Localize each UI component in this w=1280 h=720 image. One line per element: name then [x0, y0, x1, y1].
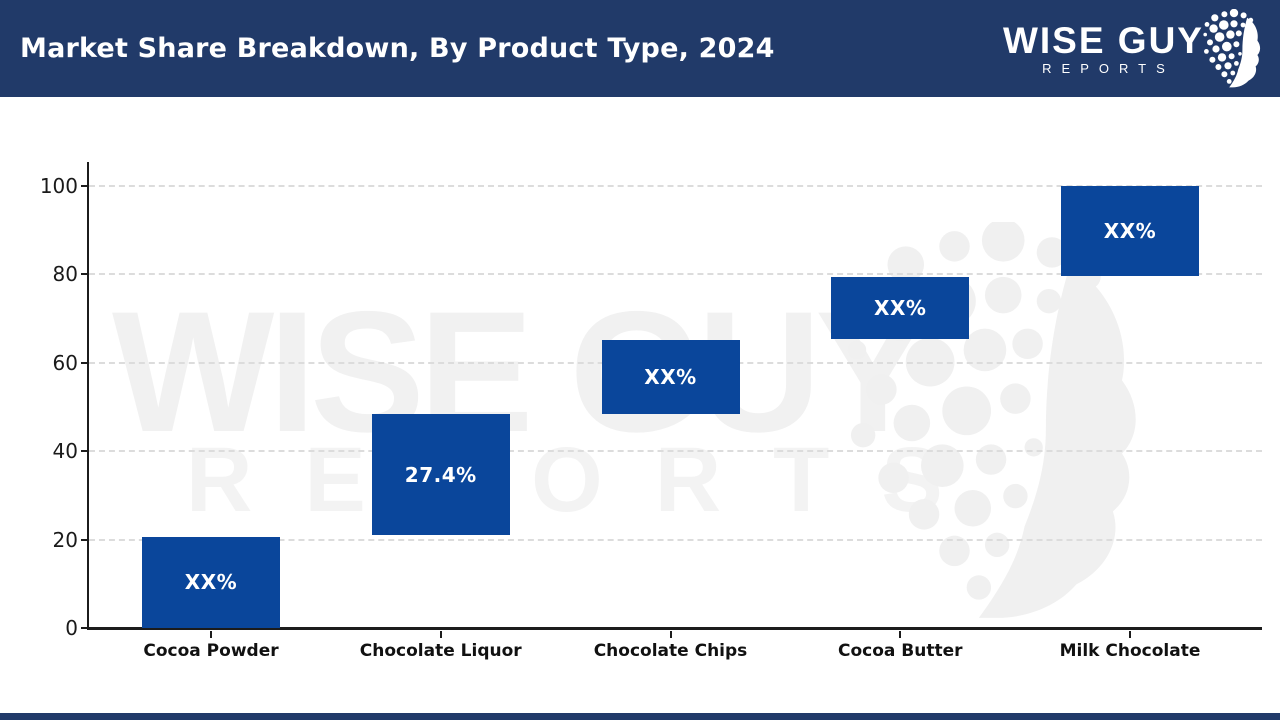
bar-value-label: XX% — [644, 364, 697, 389]
x-category-label: Cocoa Powder — [143, 641, 279, 661]
bar: XX% — [601, 339, 740, 415]
bar: XX% — [831, 277, 970, 339]
watermark-brand-subtext: REPORTS — [186, 429, 995, 531]
gridline — [89, 273, 1262, 276]
y-tick-label: 80 — [52, 262, 78, 287]
x-axis — [87, 627, 1262, 630]
y-tick-label: 100 — [39, 174, 78, 198]
brand-logo: WISE GUY REPORTS — [1003, 8, 1264, 89]
x-category-label: Chocolate Liquor — [359, 641, 522, 661]
bar-value-label: 27.4% — [404, 462, 477, 487]
gridline — [89, 185, 1262, 187]
y-axis-tick — [81, 627, 89, 629]
gridline — [89, 538, 1262, 541]
brand-logo-text: WISE GUY REPORTS — [1003, 22, 1204, 75]
bar: 27.4% — [371, 414, 510, 536]
header-bar: Market Share Breakdown, By Product Type,… — [0, 0, 1280, 97]
dotted-head-icon — [1203, 8, 1261, 87]
gridline — [89, 450, 1262, 453]
x-axis-tick — [1129, 631, 1131, 638]
y-axis — [87, 162, 89, 628]
bar: XX% — [1061, 186, 1199, 277]
bar: XX% — [142, 536, 280, 628]
brand-subname: REPORTS — [1042, 61, 1175, 76]
bar-value-label: XX% — [874, 295, 927, 320]
bar-value-label: XX% — [184, 570, 238, 595]
x-category-label: Cocoa Butter — [837, 641, 963, 661]
y-axis-tick — [81, 450, 89, 453]
x-axis-tick — [669, 631, 672, 638]
y-axis-tick — [81, 273, 89, 276]
x-axis-tick — [899, 631, 902, 638]
y-axis-tick — [81, 538, 89, 541]
bar-value-label: XX% — [1103, 219, 1157, 244]
brand-name: WISE GUY — [1002, 20, 1204, 61]
y-tick-label: 20 — [52, 527, 78, 552]
y-tick-label: 60 — [52, 350, 78, 375]
y-axis-tick — [81, 361, 89, 364]
y-tick-label: 0 — [65, 616, 78, 640]
y-axis-tick — [81, 185, 89, 187]
x-category-label: Chocolate Chips — [593, 641, 748, 661]
x-axis-tick — [439, 631, 442, 638]
footer-bar — [0, 713, 1280, 720]
page-title: Market Share Breakdown, By Product Type,… — [20, 33, 775, 64]
y-tick-label: 40 — [52, 439, 78, 464]
x-axis-tick — [210, 631, 212, 638]
watermark-brand-text: WISE GUY — [112, 276, 930, 468]
x-category-label: Milk Chocolate — [1059, 641, 1201, 661]
